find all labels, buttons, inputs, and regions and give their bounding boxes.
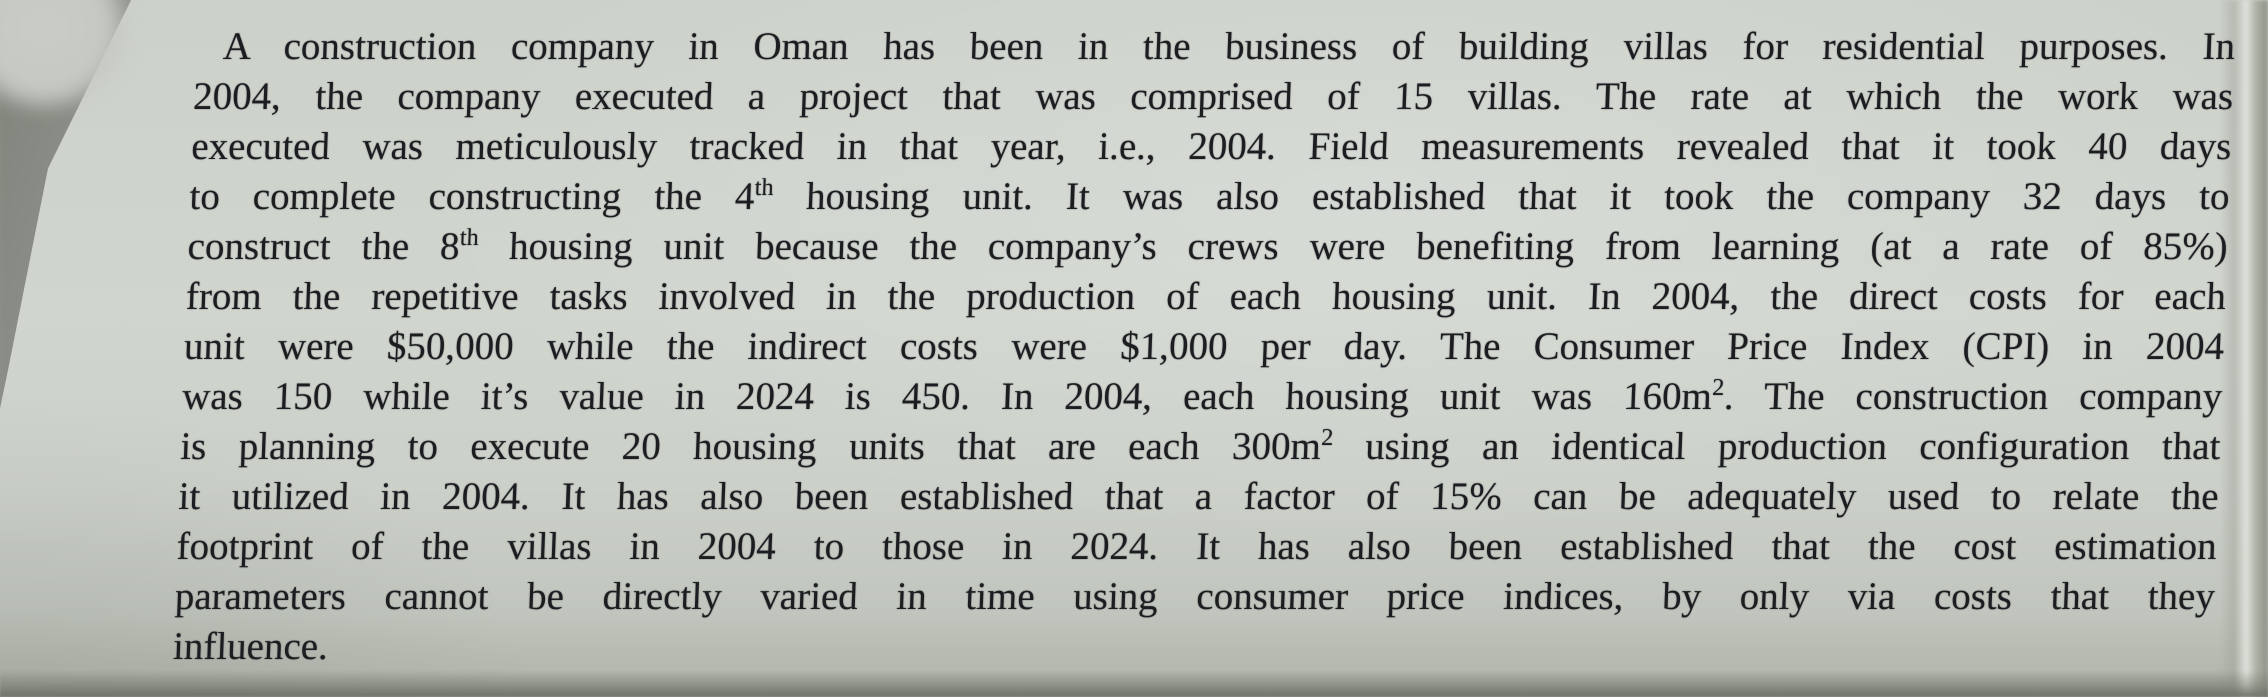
- text-segment: housing unit because the company’s crews…: [477, 225, 2229, 268]
- corner-highlight: [0, 0, 134, 108]
- text-segment: construct the 8: [186, 225, 461, 268]
- text-segment: influence.: [172, 625, 329, 668]
- text-segment: from the repetitive tasks involved in th…: [185, 275, 2227, 318]
- text-segment: housing unit. It was also established th…: [772, 175, 2231, 218]
- text-line: it utilized in 2004. It has also been es…: [178, 472, 2220, 522]
- text-line: executed was meticulously tracked in tha…: [190, 122, 2233, 172]
- text-segment: A construction company in Oman has been …: [222, 25, 2236, 68]
- text-line: A construction company in Oman has been …: [194, 22, 2236, 72]
- text-segment: executed was meticulously tracked in tha…: [190, 125, 2233, 168]
- text-segment: . The construction company: [1723, 375, 2224, 418]
- text-segment: footprint of the villas in 2004 to those…: [175, 525, 2218, 568]
- text-segment: 2004, the company executed a project tha…: [192, 75, 2235, 118]
- text-segment: unit were $50,000 while the indirect cos…: [183, 325, 2225, 368]
- text-line: construct the 8th housing unit because t…: [187, 222, 2229, 272]
- text-segment: to complete constructing the 4: [188, 175, 756, 218]
- text-line: 2004, the company executed a project tha…: [192, 72, 2234, 122]
- text-segment: it utilized in 2004. It has also been es…: [177, 475, 2220, 518]
- page-curl-edge: [2220, 0, 2268, 697]
- bottom-edge-shadow: [0, 671, 2268, 697]
- superscript: th: [459, 224, 480, 251]
- text-segment: using an identical production configurat…: [1332, 425, 2222, 468]
- superscript: th: [754, 174, 775, 201]
- text-line: is planning to execute 20 housing units …: [179, 422, 2222, 472]
- text-line: to complete constructing the 4th housing…: [189, 172, 2231, 222]
- problem-text: A construction company in Oman has been …: [172, 22, 2236, 672]
- text-line: from the repetitive tasks involved in th…: [185, 272, 2227, 322]
- superscript: 2: [1320, 424, 1334, 451]
- text-line: was 150 while it’s value in 2024 is 450.…: [181, 372, 2223, 422]
- text-segment: parameters cannot be directly varied in …: [174, 575, 2216, 618]
- text-line: parameters cannot be directly varied in …: [174, 572, 2216, 622]
- text-segment: is planning to execute 20 housing units …: [179, 425, 1322, 468]
- text-line: unit were $50,000 while the indirect cos…: [183, 322, 2225, 372]
- text-line: influence.: [172, 622, 2214, 672]
- text-line: footprint of the villas in 2004 to those…: [176, 522, 2218, 572]
- text-segment: was 150 while it’s value in 2024 is 450.…: [181, 375, 1713, 418]
- superscript: 2: [1711, 374, 1725, 401]
